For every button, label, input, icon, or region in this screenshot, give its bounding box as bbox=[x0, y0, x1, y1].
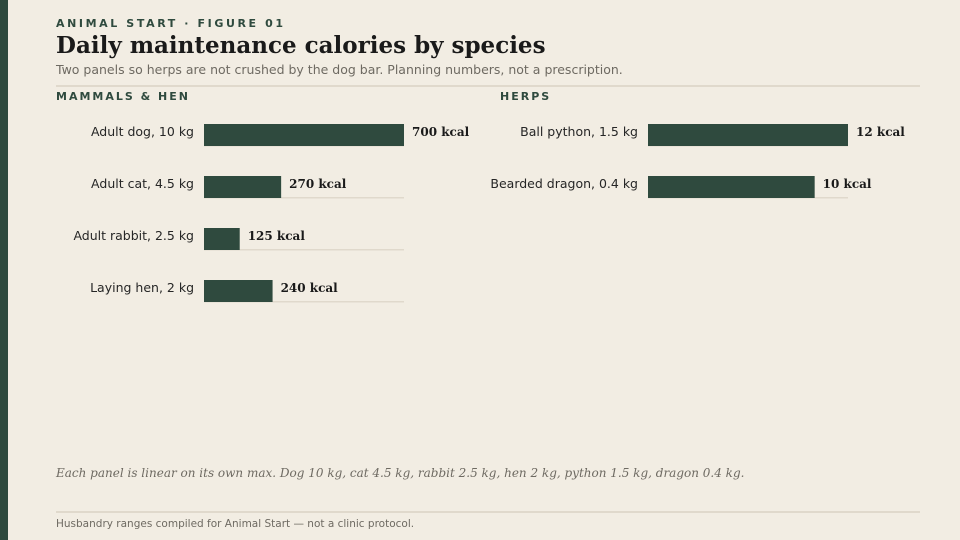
accent-bar bbox=[0, 0, 8, 540]
bar-herps-0 bbox=[648, 124, 848, 146]
bar-track-mammals-2 bbox=[204, 249, 404, 251]
bottom-divider bbox=[56, 511, 920, 513]
top-divider bbox=[56, 85, 920, 87]
category-label-herps-1: Bearded dragon, 0.4 kg bbox=[490, 176, 638, 191]
value-label-mammals-1: 270 kcal bbox=[289, 177, 347, 191]
bar-mammals-1 bbox=[204, 176, 282, 198]
value-label-mammals-3: 240 kcal bbox=[281, 281, 339, 295]
category-label-herps-0: Ball python, 1.5 kg bbox=[520, 124, 638, 139]
chart-note: Each panel is linear on its own max. Dog… bbox=[56, 466, 745, 480]
panel-title-herps: HERPS bbox=[500, 90, 552, 103]
figure-kicker: ANIMAL START · FIGURE 01 bbox=[56, 17, 286, 30]
value-label-herps-1: 10 kcal bbox=[823, 177, 872, 191]
page-subtitle: Two panels so herps are not crushed by t… bbox=[56, 62, 623, 77]
bar-mammals-0 bbox=[204, 124, 404, 146]
bar-mammals-3 bbox=[204, 280, 273, 302]
value-label-mammals-2: 125 kcal bbox=[248, 229, 306, 243]
category-label-mammals-2: Adult rabbit, 2.5 kg bbox=[73, 228, 194, 243]
page-title: Daily maintenance calories by species bbox=[56, 32, 546, 59]
category-label-mammals-3: Laying hen, 2 kg bbox=[90, 280, 194, 295]
bar-track-mammals-3 bbox=[204, 301, 404, 303]
panel-title-mammals: MAMMALS & HEN bbox=[56, 90, 190, 103]
bar-mammals-2 bbox=[204, 228, 240, 250]
category-label-mammals-1: Adult cat, 4.5 kg bbox=[91, 176, 194, 191]
footer-source: Husbandry ranges compiled for Animal Sta… bbox=[56, 518, 415, 530]
value-label-mammals-0: 700 kcal bbox=[412, 125, 470, 139]
bar-herps-1 bbox=[648, 176, 815, 198]
value-label-herps-0: 12 kcal bbox=[856, 125, 905, 139]
category-label-mammals-0: Adult dog, 10 kg bbox=[91, 124, 194, 139]
bar-track-mammals-1 bbox=[204, 197, 404, 199]
